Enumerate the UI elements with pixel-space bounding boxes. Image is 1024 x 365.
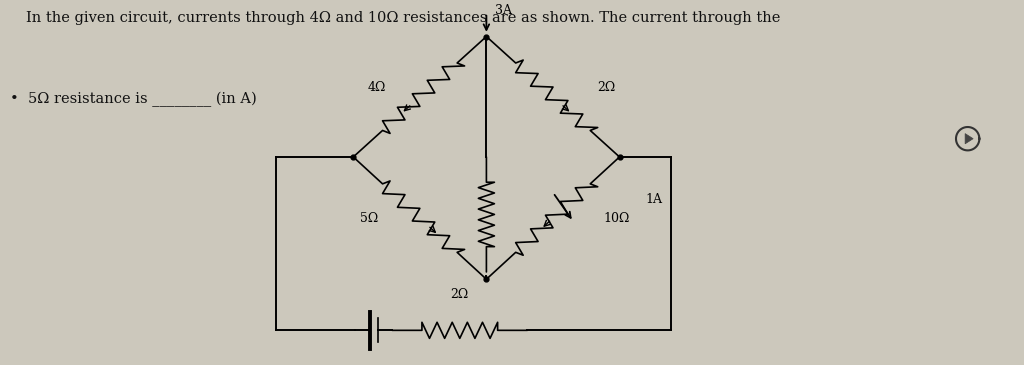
- Text: 5Ω: 5Ω: [359, 212, 378, 224]
- Text: 2Ω: 2Ω: [597, 81, 615, 94]
- Text: •  5Ω resistance is ________ (in A): • 5Ω resistance is ________ (in A): [10, 91, 257, 107]
- Text: 10Ω: 10Ω: [603, 212, 630, 224]
- Text: 2Ω: 2Ω: [451, 288, 469, 301]
- Text: 1A: 1A: [645, 193, 663, 206]
- Polygon shape: [966, 134, 973, 144]
- Text: 3A: 3A: [495, 4, 512, 18]
- Text: In the given circuit, currents through 4Ω and 10Ω resistances are as shown. The : In the given circuit, currents through 4…: [26, 11, 780, 25]
- Text: 4Ω: 4Ω: [368, 81, 386, 94]
